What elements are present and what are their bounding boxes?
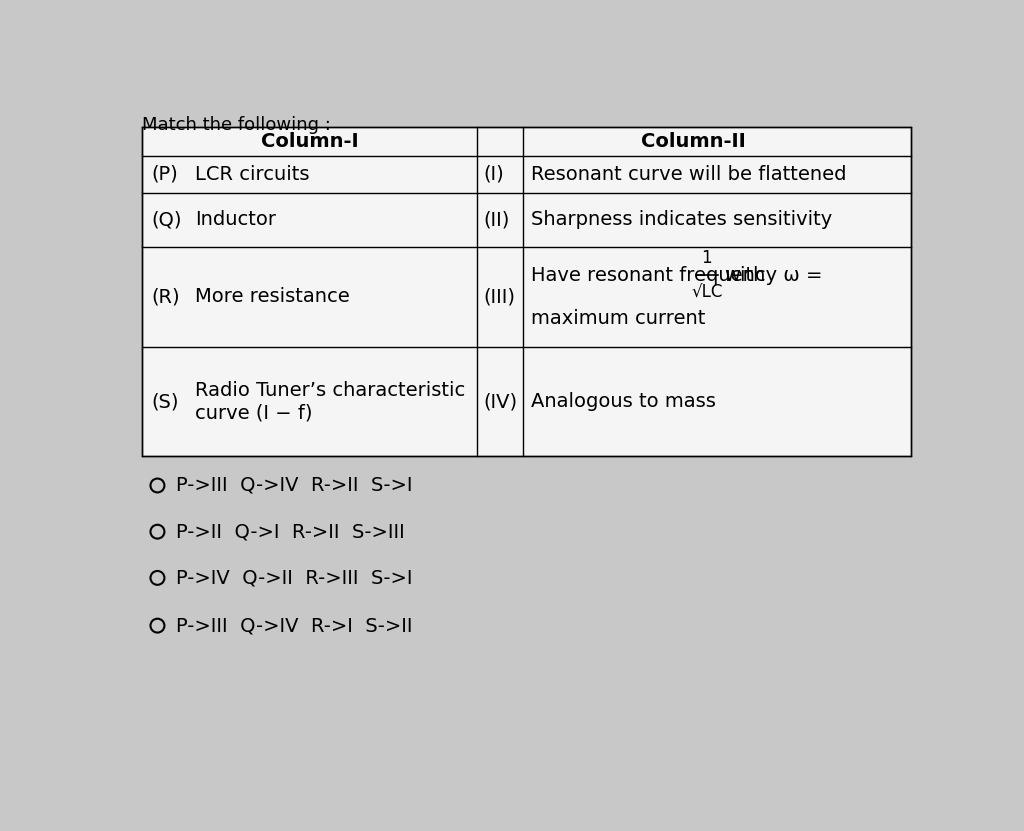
Text: (Q): (Q) — [152, 210, 181, 229]
Text: Radio Tuner’s characteristic
curve (I − f): Radio Tuner’s characteristic curve (I − … — [195, 381, 465, 422]
Text: P->II  Q->I  R->II  S->III: P->II Q->I R->II S->III — [176, 522, 404, 541]
Text: (IV): (IV) — [483, 392, 517, 411]
Text: P->III  Q->IV  R->I  S->II: P->III Q->IV R->I S->II — [176, 616, 413, 635]
Text: (III): (III) — [483, 288, 515, 307]
Text: 1: 1 — [701, 248, 712, 267]
Text: (P): (P) — [152, 165, 178, 184]
Text: Column-I: Column-I — [260, 132, 358, 151]
Text: Sharpness indicates sensitivity: Sharpness indicates sensitivity — [531, 210, 833, 229]
Text: Resonant curve will be flattened: Resonant curve will be flattened — [531, 165, 847, 184]
Text: (II): (II) — [483, 210, 509, 229]
Text: Analogous to mass: Analogous to mass — [531, 392, 716, 411]
Bar — [142, 127, 910, 456]
Text: Column-II: Column-II — [641, 132, 746, 151]
Text: More resistance: More resistance — [195, 288, 349, 307]
Text: √LC: √LC — [691, 283, 723, 302]
Text: P->III  Q->IV  R->II  S->I: P->III Q->IV R->II S->I — [176, 476, 413, 495]
Text: (S): (S) — [152, 392, 179, 411]
Text: Inductor: Inductor — [195, 210, 275, 229]
Text: P->IV  Q->II  R->III  S->I: P->IV Q->II R->III S->I — [176, 568, 413, 588]
Text: maximum current: maximum current — [531, 309, 706, 328]
Text: LCR circuits: LCR circuits — [195, 165, 309, 184]
Text: with: with — [724, 266, 765, 285]
Text: Have resonant frequency ω =: Have resonant frequency ω = — [531, 266, 828, 285]
Text: (I): (I) — [483, 165, 504, 184]
Text: (R): (R) — [152, 288, 180, 307]
Text: Match the following :: Match the following : — [142, 116, 331, 134]
